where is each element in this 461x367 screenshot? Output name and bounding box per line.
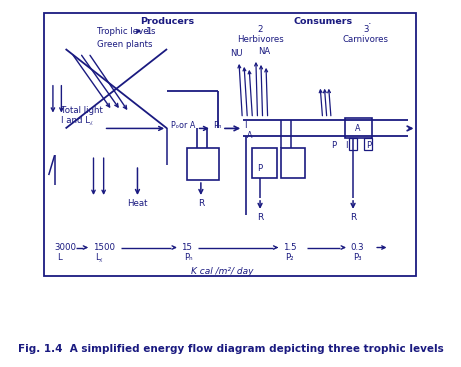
Text: 0.3: 0.3	[350, 243, 364, 252]
Bar	[44, 13, 416, 276]
Text: Pₙ: Pₙ	[184, 253, 193, 262]
Text: P: P	[366, 141, 371, 150]
Text: L: L	[57, 253, 62, 262]
Text: .: .	[368, 16, 372, 26]
Text: A: A	[247, 131, 253, 140]
Text: Pₙ: Pₙ	[213, 121, 221, 130]
Text: R: R	[350, 213, 356, 222]
Text: P₂: P₂	[285, 253, 294, 262]
Bar	[281, 148, 305, 178]
Text: Producers: Producers	[140, 17, 194, 26]
Text: 15: 15	[182, 243, 192, 252]
Bar	[252, 148, 277, 178]
Text: K cal /m²/ day: K cal /m²/ day	[191, 267, 253, 276]
Text: 1: 1	[146, 27, 151, 36]
Text: 3000: 3000	[54, 243, 77, 252]
Text: Herbivores: Herbivores	[236, 34, 284, 44]
Bar	[345, 119, 372, 138]
Text: I: I	[345, 141, 348, 150]
Text: Trophic levels: Trophic levels	[97, 27, 155, 36]
Text: P: P	[258, 164, 263, 172]
Text: Heat: Heat	[127, 199, 148, 208]
Text: P₃: P₃	[353, 253, 362, 262]
Bar	[349, 138, 357, 150]
Text: P: P	[331, 141, 336, 150]
Text: Carnivores: Carnivores	[343, 34, 389, 44]
Text: I: I	[244, 121, 247, 130]
Text: R: R	[257, 213, 263, 222]
Text: L⁁: L⁁	[95, 253, 102, 262]
Text: NA: NA	[258, 47, 270, 55]
Text: 1.5: 1.5	[283, 243, 296, 252]
Text: Green plants: Green plants	[97, 40, 153, 48]
Text: Total light: Total light	[61, 106, 103, 115]
Text: Pₒor A: Pₒor A	[171, 121, 195, 130]
Text: 2: 2	[257, 25, 263, 34]
Text: Fig. 1.4  A simplified energy flow diagram depicting three trophic levels: Fig. 1.4 A simplified energy flow diagra…	[18, 344, 443, 354]
Text: NU: NU	[230, 50, 242, 58]
Text: I and L⁁: I and L⁁	[61, 116, 93, 125]
Text: 1500: 1500	[93, 243, 115, 252]
Text: Consumers: Consumers	[294, 17, 353, 26]
Bar	[364, 138, 372, 150]
Text: R: R	[198, 199, 204, 208]
Text: A: A	[355, 124, 361, 133]
Bar	[187, 148, 219, 180]
Text: 3: 3	[363, 25, 368, 34]
